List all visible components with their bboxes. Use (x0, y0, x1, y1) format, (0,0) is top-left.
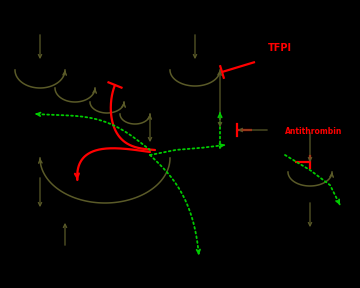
Text: Antithrombin: Antithrombin (285, 128, 342, 137)
Text: TFPI: TFPI (268, 43, 292, 53)
